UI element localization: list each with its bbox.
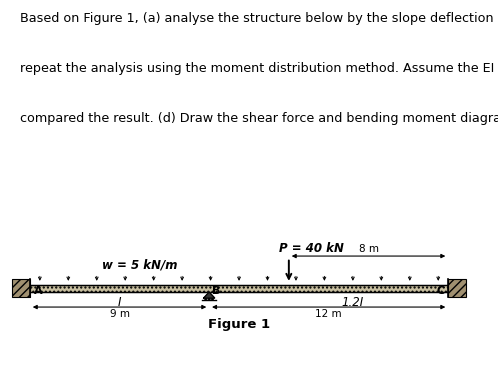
Bar xyxy=(12,279,30,297)
Text: compared the result. (d) Draw the shear force and bending moment diagrams.: compared the result. (d) Draw the shear … xyxy=(20,112,498,125)
Text: I: I xyxy=(118,296,122,309)
Text: B: B xyxy=(212,286,220,296)
Text: Figure 1: Figure 1 xyxy=(208,318,270,331)
Text: A: A xyxy=(33,286,42,296)
Text: 1.2I: 1.2I xyxy=(342,296,364,309)
Circle shape xyxy=(205,298,207,300)
Text: 9 m: 9 m xyxy=(110,309,129,319)
Text: P = 40 kN: P = 40 kN xyxy=(279,242,344,255)
Text: Based on Figure 1, (a) analyse the structure below by the slope deflection metho: Based on Figure 1, (a) analyse the struc… xyxy=(20,12,498,25)
Bar xyxy=(448,279,466,297)
Text: w = 5 kN/m: w = 5 kN/m xyxy=(102,259,177,272)
Text: 12 m: 12 m xyxy=(315,309,342,319)
Bar xyxy=(30,284,448,292)
Text: C: C xyxy=(436,286,445,296)
Circle shape xyxy=(212,298,214,300)
Polygon shape xyxy=(204,292,215,298)
Text: 8 m: 8 m xyxy=(359,244,378,254)
Text: repeat the analysis using the moment distribution method. Assume the EI is const: repeat the analysis using the moment dis… xyxy=(20,62,498,75)
Circle shape xyxy=(208,298,210,300)
